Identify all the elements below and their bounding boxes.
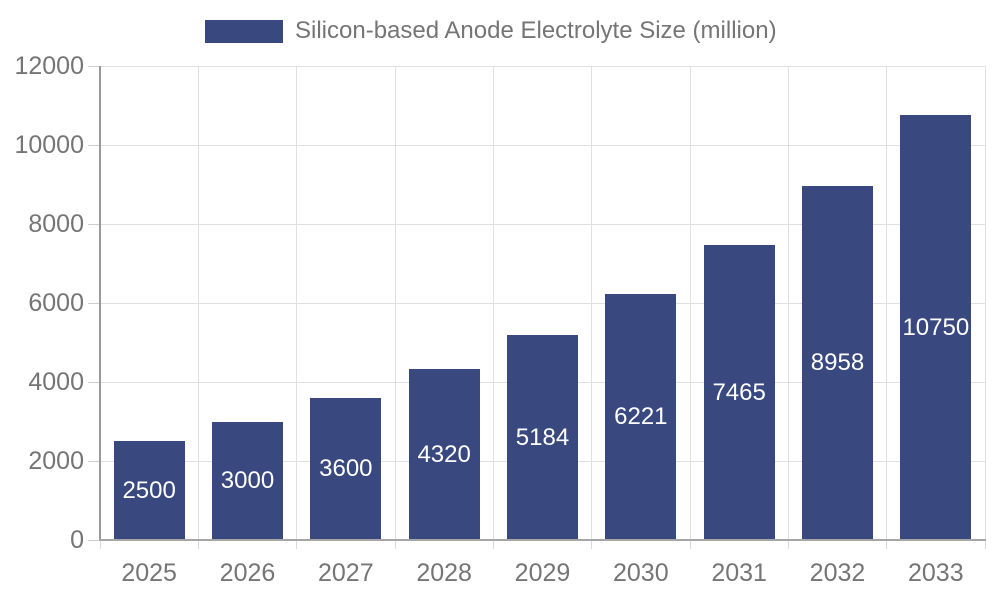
bar: 6221 [605, 294, 677, 540]
y-axis-label: 8000 [28, 210, 84, 238]
gridline-vertical [492, 66, 494, 540]
y-axis-tick [88, 460, 100, 462]
gridline-horizontal [100, 144, 985, 146]
bar: 4320 [408, 369, 480, 540]
x-axis-tick [197, 540, 199, 549]
x-axis-label: 2033 [908, 559, 964, 587]
gridline-horizontal [100, 223, 985, 225]
x-axis-tick [296, 540, 298, 549]
bar: 8958 [802, 186, 873, 540]
bar: 3000 [212, 421, 283, 540]
x-axis-tick [492, 540, 494, 549]
gridline-vertical [984, 66, 986, 540]
x-axis-label: 2032 [809, 559, 866, 587]
gridline-vertical [886, 66, 888, 540]
bar-value-label: 4320 [417, 440, 471, 468]
x-axis-tick [984, 540, 986, 549]
bar: 10750 [900, 115, 972, 540]
y-axis-tick [88, 65, 100, 67]
bar-value-label: 3000 [220, 466, 275, 494]
bar-value-label: 7465 [712, 378, 766, 406]
x-axis-label: 2025 [121, 559, 177, 587]
gridline-vertical [197, 66, 199, 540]
x-axis-label: 2030 [613, 559, 669, 587]
x-axis-label: 2027 [318, 559, 374, 587]
gridline-vertical [296, 66, 298, 540]
y-axis-label: 12000 [14, 52, 84, 80]
y-axis-tick [88, 539, 100, 541]
bar-value-label: 10750 [902, 313, 970, 341]
gridline-vertical [591, 66, 593, 540]
y-axis-tick [88, 223, 100, 225]
gridline-horizontal [100, 302, 985, 304]
y-axis-line [99, 66, 101, 540]
y-axis-tick [88, 302, 100, 304]
y-axis-label: 6000 [28, 289, 84, 317]
bar-value-label: 2500 [122, 476, 176, 504]
x-axis-tick [591, 540, 593, 549]
legend-item[interactable]: Silicon-based Anode Electrolyte Size (mi… [205, 17, 777, 45]
x-axis-label: 2028 [416, 559, 472, 587]
bar-value-label: 5184 [515, 423, 570, 451]
bar-value-label: 8958 [810, 349, 865, 377]
bar-value-label: 6221 [614, 403, 668, 431]
gridline-horizontal [100, 65, 985, 67]
x-axis-tick [99, 540, 101, 549]
y-axis-label: 2000 [28, 447, 84, 475]
x-axis-tick [886, 540, 888, 549]
x-axis-label: 2031 [711, 559, 767, 587]
bar: 2500 [113, 441, 185, 540]
y-axis-label: 10000 [14, 131, 84, 159]
legend-swatch-icon [205, 19, 283, 43]
y-axis-tick [88, 144, 100, 146]
x-axis-tick [394, 540, 396, 549]
bar: 5184 [507, 335, 578, 540]
y-axis-label: 4000 [28, 368, 84, 396]
x-axis-label: 2026 [219, 559, 276, 587]
x-axis-label: 2029 [514, 559, 571, 587]
x-axis-line [99, 539, 986, 541]
y-axis-tick [88, 381, 100, 383]
x-axis-tick [787, 540, 789, 549]
gridline-vertical [689, 66, 691, 540]
legend-label: Silicon-based Anode Electrolyte Size (mi… [295, 17, 777, 44]
x-axis-tick [689, 540, 691, 549]
gridline-vertical [787, 66, 789, 540]
bar: 7465 [703, 245, 775, 540]
bar-value-label: 3600 [319, 454, 373, 482]
y-axis-label: 0 [70, 526, 84, 554]
bar: 3600 [310, 397, 382, 540]
gridline-vertical [394, 66, 396, 540]
